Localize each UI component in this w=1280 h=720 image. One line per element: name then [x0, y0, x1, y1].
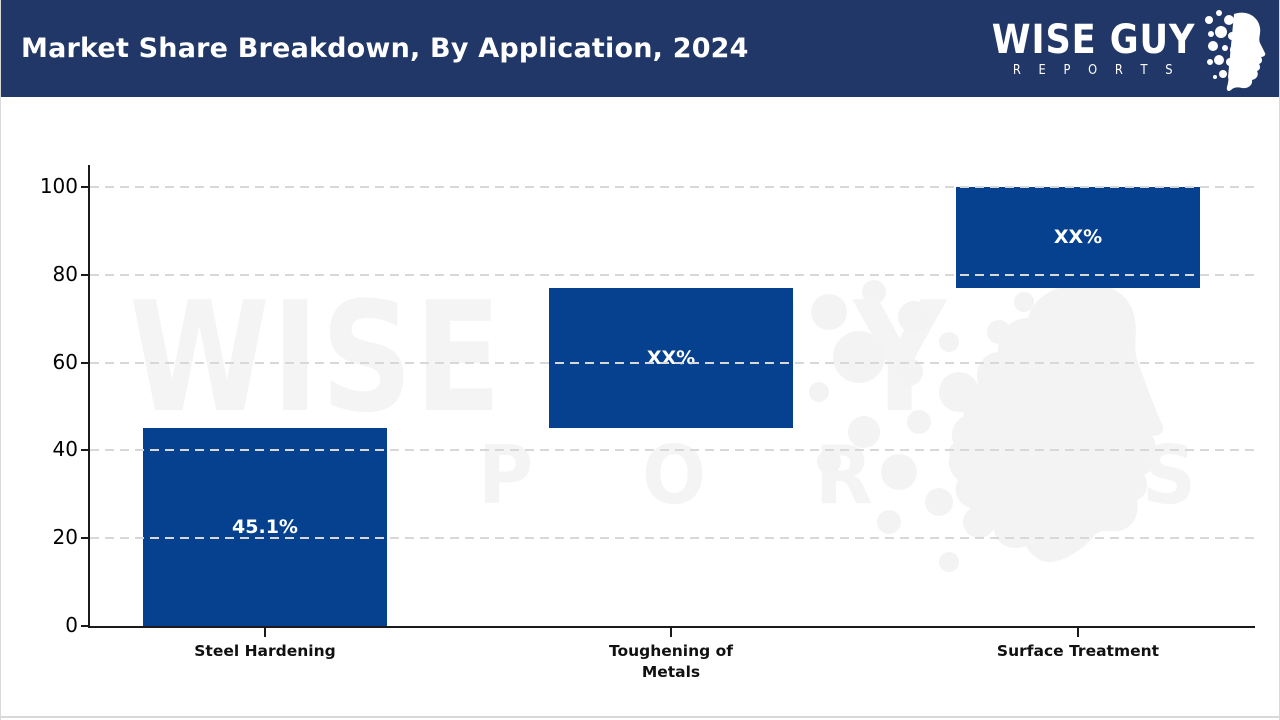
- y-axis-tick-label: 100: [39, 174, 78, 198]
- bar-value-label: XX%: [1053, 226, 1103, 249]
- y-axis-tick-label: 20: [52, 525, 78, 550]
- y-axis-tick-label: 0: [65, 613, 78, 637]
- x-axis-category-label: Steel Hardening: [194, 642, 336, 660]
- y-axis-tick-label: 80: [52, 261, 78, 286]
- y-axis-tick: [81, 625, 90, 627]
- y-axis-tick-label: 60: [52, 349, 78, 374]
- bottom-divider: [1, 716, 1279, 718]
- chart-bar: XX%: [956, 187, 1200, 288]
- bar-value-label: XX%: [646, 346, 696, 369]
- chart-bar: 45.1%: [143, 428, 387, 626]
- chart-bar: XX%: [549, 287, 793, 428]
- y-axis-tick: [81, 537, 90, 540]
- gridline: [90, 361, 1255, 364]
- gridline: [90, 449, 1255, 452]
- logo-brand-name: WISE GUY: [991, 16, 1195, 63]
- gridline: [90, 273, 1255, 276]
- x-axis-tick: [1077, 628, 1079, 637]
- x-axis-category-label: Toughening of Metals: [608, 642, 734, 681]
- logo-text: WISE GUY R E P O R T S: [991, 20, 1195, 78]
- gridline: [90, 186, 1255, 188]
- bar-value-label: 45.1%: [232, 515, 298, 538]
- logo-brand-subtitle: R E P O R T S: [1012, 62, 1180, 78]
- header-bar: Market Share Breakdown, By Application, …: [1, 0, 1279, 97]
- y-axis-line: [88, 165, 90, 628]
- x-axis-line: [88, 626, 1255, 628]
- wise-guy-reports-logo: WISE GUY R E P O R T S: [964, 7, 1269, 91]
- gridline: [90, 537, 1255, 540]
- dotted-head-logo-icon: [1205, 9, 1266, 91]
- y-axis-tick: [81, 361, 90, 364]
- x-axis-category-label: Surface Treatment: [996, 642, 1160, 660]
- y-axis-tick: [81, 273, 90, 276]
- x-axis-tick: [670, 628, 672, 637]
- x-axis-tick: [264, 628, 266, 637]
- y-axis-tick: [81, 449, 90, 452]
- y-axis-tick-label: 40: [52, 437, 78, 462]
- watermark-wise-guy-text: WISE G U Y: [129, 269, 948, 446]
- watermark-dotted-head: [809, 280, 1164, 572]
- page-title: Market Share Breakdown, By Application, …: [21, 33, 749, 64]
- y-axis-tick: [81, 186, 90, 188]
